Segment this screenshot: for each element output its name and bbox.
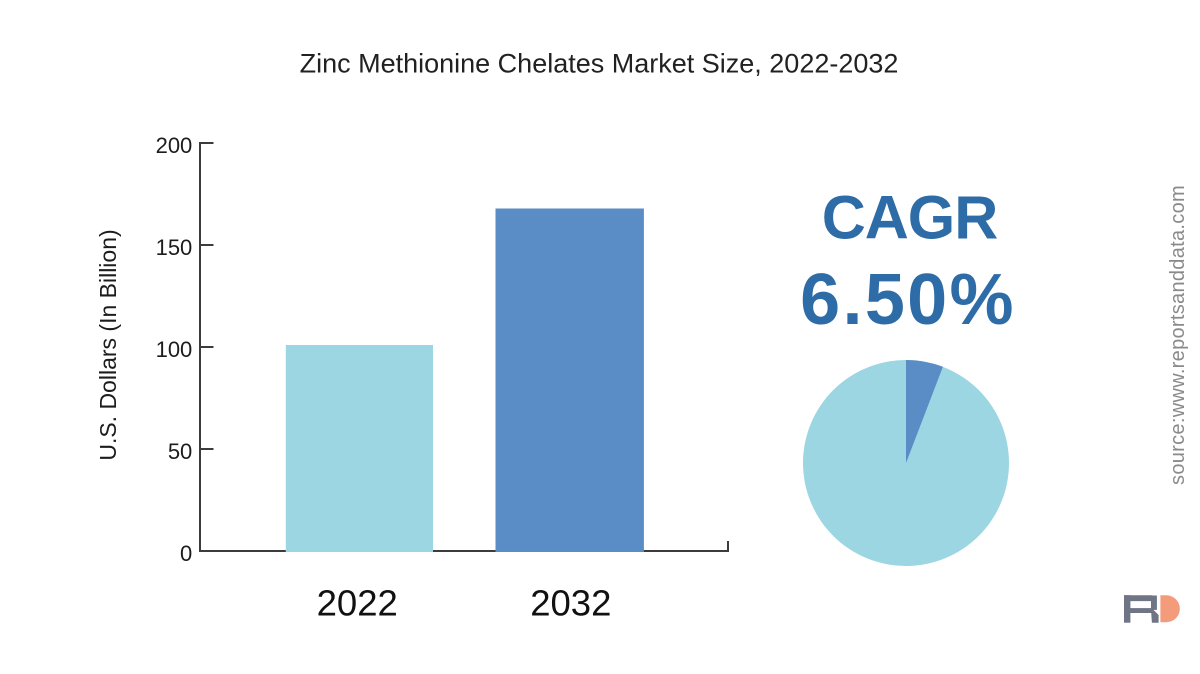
svg-text:200: 200 [156, 133, 193, 158]
svg-text:100: 100 [156, 337, 193, 362]
svg-text:2032: 2032 [530, 583, 611, 624]
svg-text:Zinc Methionine Chelates Marke: Zinc Methionine Chelates Market Size, 20… [300, 49, 899, 79]
svg-text:2022: 2022 [317, 583, 398, 624]
svg-text:6.50%: 6.50% [800, 260, 1016, 340]
svg-text:150: 150 [156, 235, 193, 260]
svg-text:0: 0 [180, 541, 192, 566]
svg-text:source:www.reportsanddata.com: source:www.reportsanddata.com [1167, 185, 1189, 485]
svg-text:50: 50 [168, 439, 192, 464]
svg-text:U.S. Dollars (In Billion): U.S. Dollars (In Billion) [95, 229, 121, 460]
svg-text:CAGR: CAGR [822, 184, 998, 252]
